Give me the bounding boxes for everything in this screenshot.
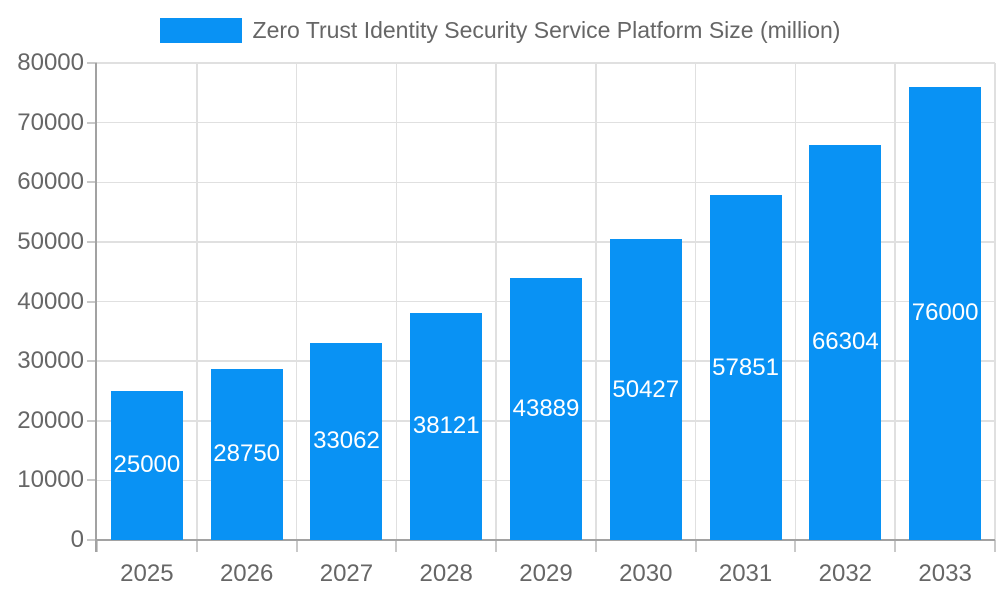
bar-2033[interactable]: 76000 [909, 86, 982, 540]
y-axis-tick [87, 479, 97, 482]
x-axis-label: 2026 [219, 560, 274, 587]
x-axis-tick [395, 540, 398, 552]
legend-swatch [159, 17, 242, 43]
bar-2030[interactable]: 50427 [609, 239, 682, 540]
x-axis-tick [894, 540, 897, 552]
x-gridline [395, 63, 398, 540]
x-axis-label: 2029 [519, 560, 573, 587]
x-gridline [694, 63, 697, 540]
y-gridline [97, 62, 995, 64]
x-axis-label: 2027 [319, 560, 374, 587]
bar-value-label: 38121 [412, 412, 480, 440]
y-axis-label: 50000 [17, 227, 84, 255]
legend[interactable]: Zero Trust Identity Security Service Pla… [0, 17, 1000, 43]
bar-2027[interactable]: 33062 [310, 342, 383, 540]
x-axis-label: 2030 [619, 560, 673, 587]
x-axis-tick [295, 540, 298, 552]
x-gridline [295, 63, 298, 540]
y-axis-tick [87, 181, 97, 184]
y-axis-line [95, 63, 97, 552]
x-axis-tick [195, 540, 198, 552]
y-axis-tick [87, 240, 97, 243]
bar-2028[interactable]: 38121 [410, 312, 483, 540]
bar-2025[interactable]: 25000 [110, 390, 183, 540]
y-gridline [97, 181, 995, 183]
bar-value-label: 57851 [712, 353, 779, 381]
y-axis-tick [87, 539, 97, 541]
x-gridline [894, 63, 896, 540]
x-axis-tick [594, 540, 597, 552]
legend-label: Zero Trust Identity Security Service Pla… [252, 17, 841, 43]
x-axis-tick [495, 540, 498, 552]
bar-value-label: 66304 [811, 328, 879, 356]
y-axis-tick [87, 360, 97, 363]
bar-2032[interactable]: 66304 [809, 144, 882, 540]
x-axis-label: 2033 [918, 560, 972, 587]
y-axis-label: 20000 [17, 406, 84, 434]
x-axis-line [97, 539, 995, 541]
y-axis-label: 60000 [17, 168, 84, 196]
x-axis-tick [96, 540, 98, 552]
x-axis-label: 2025 [120, 560, 174, 587]
x-axis-tick [794, 540, 797, 552]
bar-value-label: 25000 [113, 451, 181, 479]
y-axis-label: 0 [70, 526, 84, 553]
x-gridline [196, 63, 198, 540]
x-axis-label: 2031 [718, 560, 773, 587]
y-axis-label: 10000 [17, 466, 84, 494]
y-axis-label: 80000 [17, 49, 84, 76]
bar-value-label: 76000 [911, 299, 979, 327]
bar-value-label: 28750 [213, 440, 281, 468]
x-gridline [994, 63, 996, 540]
y-axis-label: 30000 [17, 347, 84, 375]
y-gridline [97, 241, 995, 243]
bar-2026[interactable]: 28750 [210, 368, 283, 540]
y-gridline [97, 121, 995, 124]
y-axis-label: 40000 [17, 287, 84, 315]
y-axis-tick [87, 121, 97, 124]
bar-value-label: 43889 [512, 395, 580, 423]
y-axis-tick [87, 419, 97, 422]
bar-value-label: 33062 [313, 427, 380, 455]
x-axis-label: 2028 [419, 560, 473, 587]
y-axis-label: 70000 [17, 108, 84, 136]
x-gridline [794, 63, 797, 540]
bar-value-label: 50427 [612, 375, 680, 403]
x-axis-tick [994, 540, 996, 552]
y-axis-tick [87, 300, 97, 303]
x-axis-label: 2032 [818, 560, 873, 587]
x-gridline [595, 63, 597, 540]
x-axis-tick [694, 540, 697, 552]
bar-2031[interactable]: 57851 [709, 195, 782, 540]
x-gridline [495, 63, 497, 540]
y-axis-tick [87, 62, 97, 64]
bar-2029[interactable]: 43889 [510, 278, 582, 540]
